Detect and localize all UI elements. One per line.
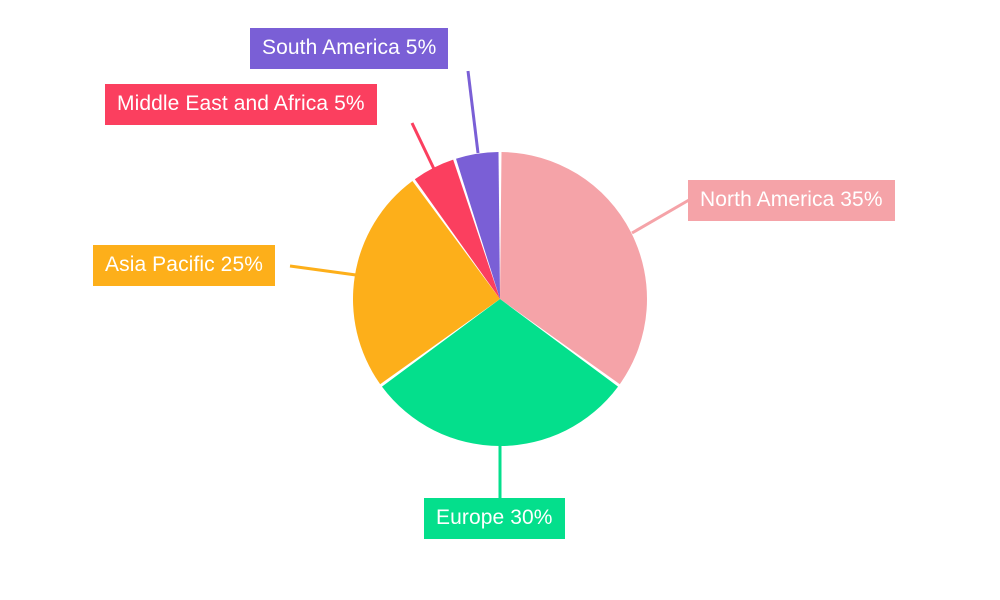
pie-slice-asia-pacific[interactable] (352, 180, 500, 385)
leader-line-south-america (466, 70, 480, 154)
pie-slice-north-america[interactable] (500, 152, 647, 385)
leader-line-asia-pacific (289, 264, 357, 277)
leader-line-north-america (631, 198, 690, 235)
pie-label-europe[interactable]: Europe 30% (424, 498, 565, 539)
pie-label-asia-pacific[interactable]: Asia Pacific 25% (93, 245, 276, 286)
pie-label-north-america[interactable]: North America 35% (688, 180, 895, 221)
pie-slice-middle-east-and-africa[interactable] (414, 159, 500, 299)
pie-wedge-group (352, 152, 647, 446)
leader-line-group (289, 70, 690, 498)
pie-slice-europe[interactable] (381, 299, 619, 446)
pie-label-middle-east-and-africa[interactable]: Middle East and Africa 5% (105, 84, 377, 125)
pie-slice-south-america[interactable] (456, 152, 500, 299)
pie-label-south-america[interactable]: South America 5% (250, 28, 449, 69)
leader-line-middle-east-and-africa (410, 122, 436, 170)
